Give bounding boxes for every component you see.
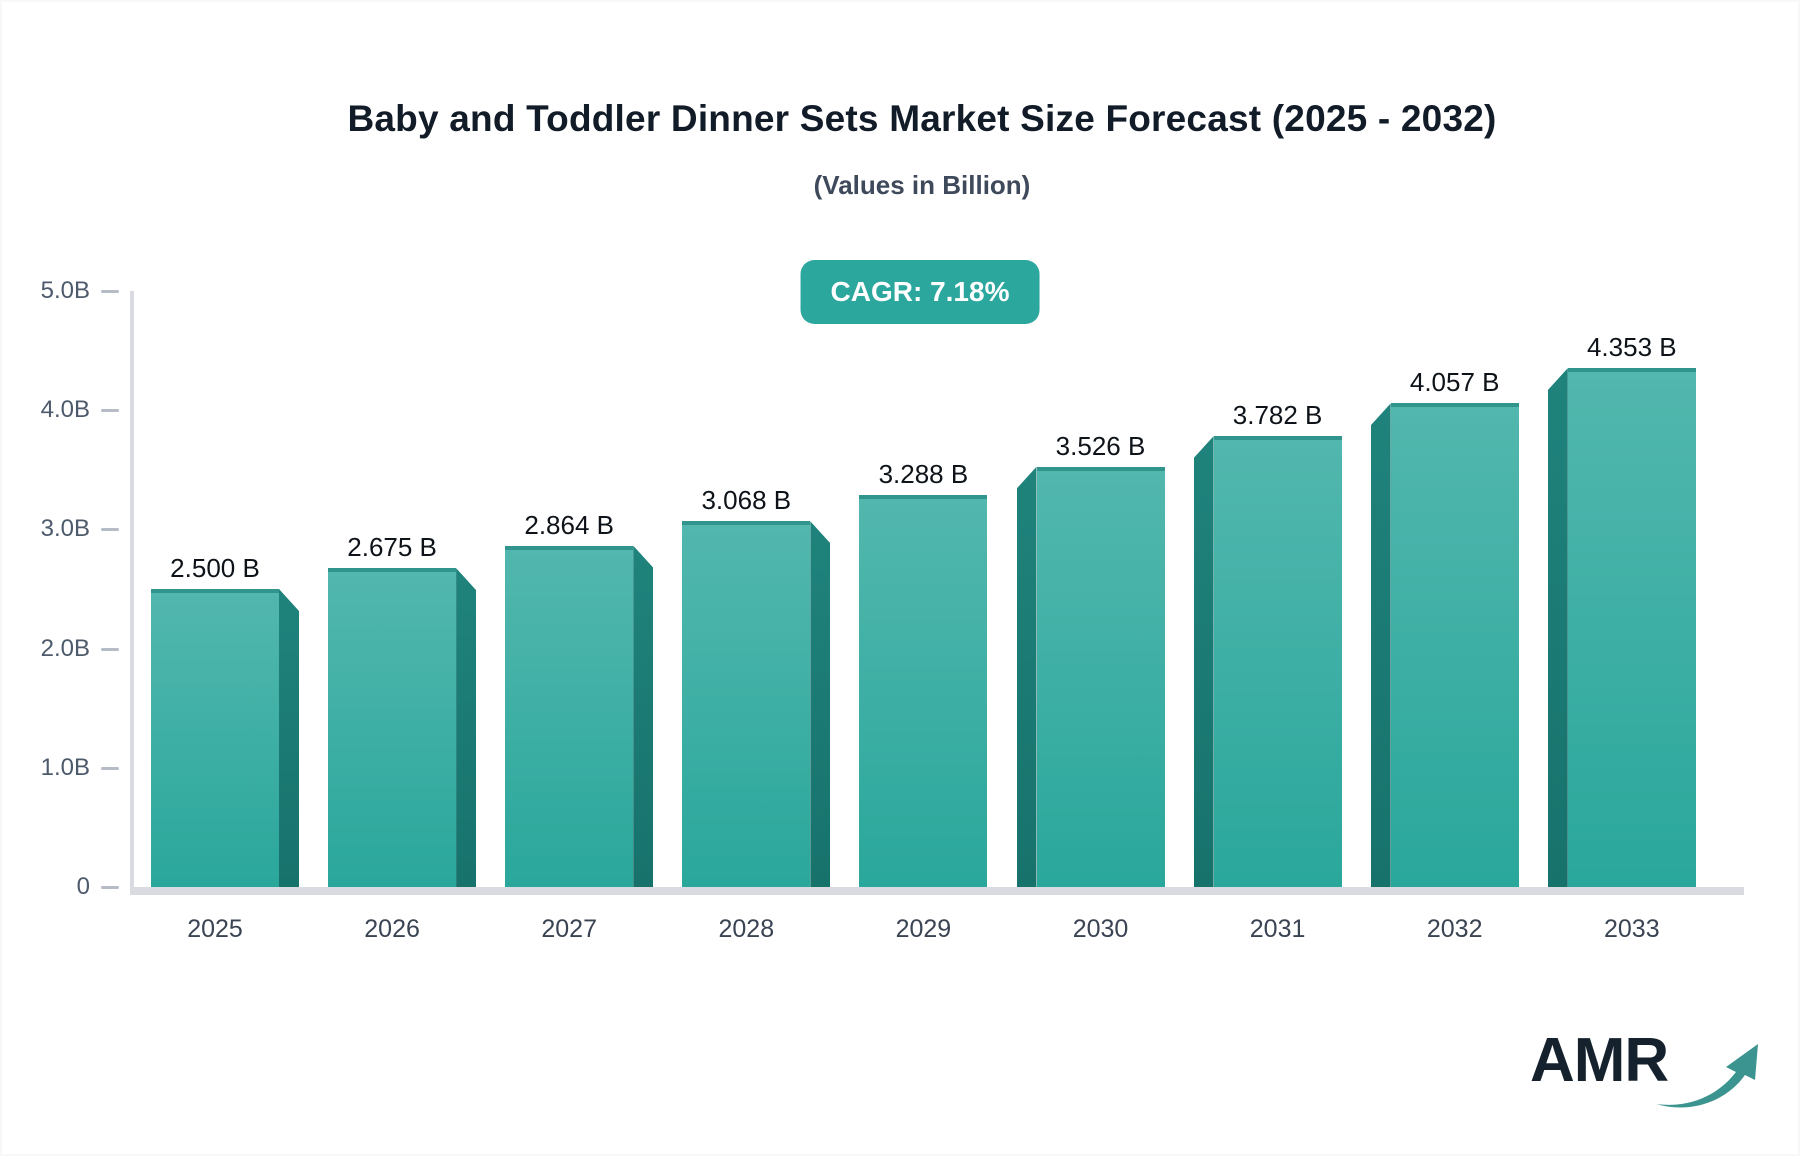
bar-side-face [279, 589, 299, 887]
brand-logo: AMR [1530, 1030, 1770, 1112]
chart-title: Baby and Toddler Dinner Sets Market Size… [347, 98, 1497, 139]
bar [505, 545, 654, 887]
bar [1193, 436, 1342, 887]
y-tick-mark [101, 290, 119, 293]
x-axis-label: 2026 [364, 915, 420, 943]
bar-value-label: 2.864 B [524, 509, 614, 540]
y-tick-label: 0 [76, 873, 90, 900]
bar-front-face [505, 545, 634, 887]
logo-arrow-icon [1656, 1044, 1759, 1108]
x-axis-label: 2027 [541, 915, 597, 943]
bar-front-face [1390, 403, 1519, 887]
x-axis-label: 2032 [1426, 915, 1483, 943]
bar-value-label: 3.526 B [1055, 430, 1146, 461]
bar-front-face [859, 495, 988, 887]
bar [1547, 368, 1696, 887]
y-tick-mark [101, 409, 119, 413]
bar-side-face [1370, 403, 1391, 887]
bar-value-label: 3.782 B [1232, 400, 1323, 431]
y-tick-mark [101, 766, 119, 770]
logo-text: AMR [1530, 1026, 1669, 1095]
bar-side-face [810, 521, 831, 887]
bar-value-label: 3.068 B [701, 485, 792, 516]
bar [151, 589, 299, 887]
x-axis-label: 2033 [1603, 915, 1660, 943]
bar-value-label: 4.353 B [1586, 332, 1677, 363]
bar-front-face [1036, 466, 1165, 887]
y-tick-label: 5.0B [40, 277, 90, 304]
bar-front-face [328, 568, 457, 887]
y-tick-label: 2.0B [40, 634, 90, 662]
x-axis-label: 2029 [895, 915, 952, 943]
bar-front-face [151, 589, 279, 887]
x-axis-label: 2030 [1072, 915, 1129, 943]
cagr-badge: CAGR: 7.18% [800, 260, 1040, 324]
y-tick-mark [101, 886, 119, 889]
y-tick-label: 4.0B [40, 396, 90, 424]
bar-value-label: 2.500 B [170, 553, 260, 583]
y-tick-label: 1.0B [40, 753, 90, 781]
bar-side-face [1547, 368, 1568, 887]
bar-value-label: 2.675 B [347, 532, 437, 563]
bar [1016, 466, 1165, 887]
y-tick-mark [101, 647, 119, 651]
x-axis-label: 2025 [187, 915, 243, 943]
bar-front-face [682, 521, 811, 887]
bar-front-face [1567, 368, 1696, 887]
y-tick-mark [101, 528, 119, 532]
bar [328, 568, 477, 887]
bar-side-face [1193, 436, 1214, 887]
x-axis-baseline [130, 887, 1744, 895]
bar-value-label: 3.288 B [878, 459, 969, 490]
bar-side-face [633, 545, 654, 887]
bar-side-face [456, 568, 477, 887]
bar [859, 495, 988, 887]
bar [682, 521, 831, 887]
x-axis-label: 2028 [718, 915, 775, 943]
bar-side-face [1016, 466, 1037, 887]
chart-subtitle: (Values in Billion) [813, 170, 1031, 200]
bar-value-label: 4.057 B [1409, 367, 1500, 398]
bar [1370, 403, 1519, 887]
y-axis-line [130, 291, 134, 895]
bar-front-face [1213, 436, 1342, 887]
y-tick-label: 3.0B [40, 515, 90, 543]
x-axis-label: 2031 [1249, 915, 1306, 943]
